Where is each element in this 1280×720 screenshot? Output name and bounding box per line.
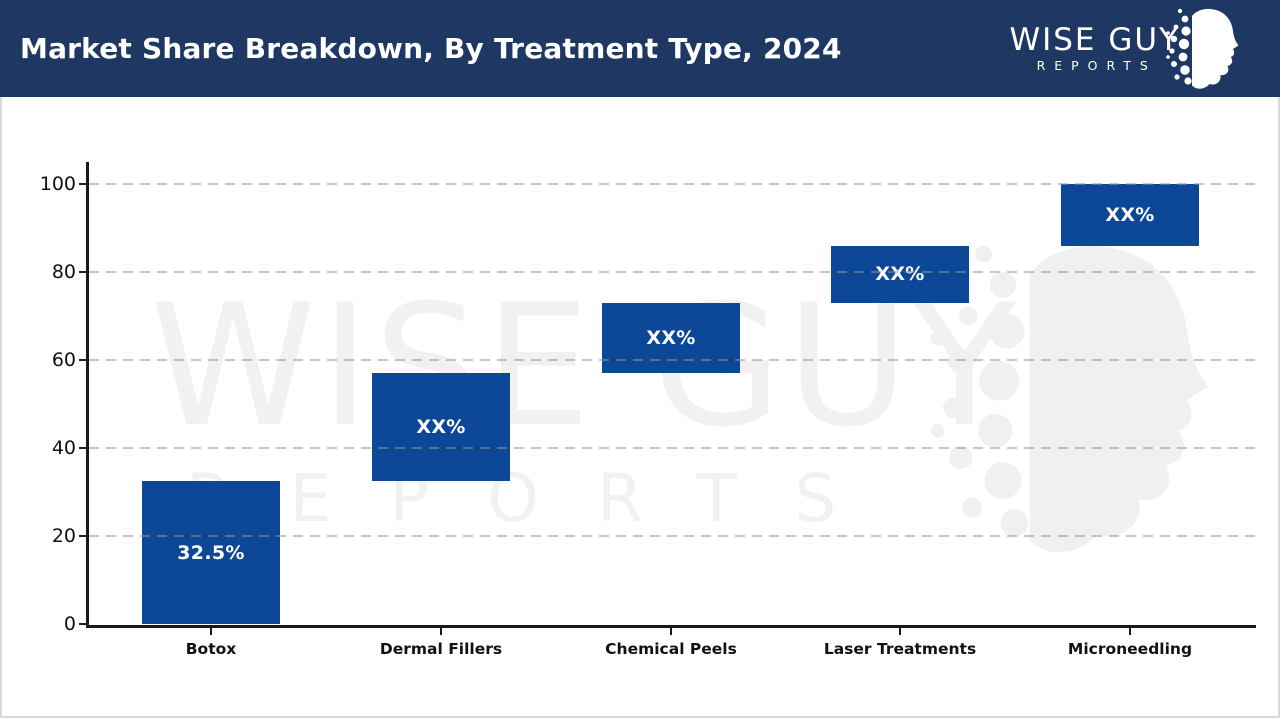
x-category-label-microneedling: Microneedling (1067, 640, 1193, 658)
bar-dermal-fillers: XX% (372, 373, 510, 481)
header: Market Share Breakdown, By Treatment Typ… (0, 0, 1280, 97)
gridline-60 (89, 359, 1256, 361)
y-axis-line (86, 162, 89, 628)
y-tick-mark-20 (79, 535, 87, 537)
bar-value-label-laser-treatments: XX% (875, 263, 925, 286)
gridline-20 (89, 535, 1256, 537)
bar-chemical-peels: XX% (602, 302, 740, 374)
x-category-label-dermal-fillers: Dermal Fillers (379, 640, 503, 658)
x-tick-mark-laser-treatments (899, 628, 901, 635)
brand-logo: WISE GUY REPORTS (1009, 5, 1252, 93)
x-category-label-laser-treatments: Laser Treatments (823, 640, 977, 658)
x-tick-mark-dermal-fillers (440, 628, 442, 635)
gridline-40 (89, 447, 1256, 449)
bar-value-label-chemical-peels: XX% (646, 326, 696, 349)
y-tick-label-40: 40 (51, 437, 76, 459)
bar-value-label-dermal-fillers: XX% (416, 416, 466, 439)
y-tick-mark-80 (79, 271, 87, 273)
y-tick-mark-0 (79, 623, 87, 625)
x-tick-mark-botox (210, 628, 212, 635)
y-tick-mark-60 (79, 359, 87, 361)
dotted-face-icon (1166, 8, 1239, 89)
page-border-left (0, 97, 2, 717)
y-tick-label-20: 20 (51, 525, 76, 547)
x-category-label-chemical-peels: Chemical Peels (605, 640, 737, 658)
x-category-label-botox: Botox (185, 640, 237, 658)
y-tick-mark-40 (79, 447, 87, 449)
gridline-100 (89, 183, 1256, 185)
bar-laser-treatments: XX% (831, 245, 969, 303)
page-border-bottom (0, 716, 1280, 718)
bar-value-label-botox: 32.5% (177, 541, 245, 564)
brand-logo-text: WISE GUY REPORTS (1009, 24, 1180, 74)
gridline-80 (89, 271, 1256, 273)
y-tick-label-100: 100 (39, 173, 76, 195)
brand-subname: REPORTS (1036, 58, 1157, 74)
x-tick-mark-chemical-peels (670, 628, 672, 635)
bar-value-label-microneedling: XX% (1105, 203, 1155, 226)
bar-botox: 32.5% (142, 481, 280, 624)
bar-microneedling: XX% (1061, 184, 1199, 246)
page-border-right (1278, 97, 1280, 717)
y-tick-label-80: 80 (51, 261, 76, 283)
y-tick-label-60: 60 (51, 349, 76, 371)
page-title: Market Share Breakdown, By Treatment Typ… (20, 32, 842, 65)
x-axis-line (86, 625, 1256, 628)
y-tick-label-0: 0 (63, 613, 76, 635)
y-tick-mark-100 (79, 183, 87, 185)
x-tick-mark-microneedling (1129, 628, 1131, 635)
brand-name: WISE GUY (1009, 21, 1180, 58)
